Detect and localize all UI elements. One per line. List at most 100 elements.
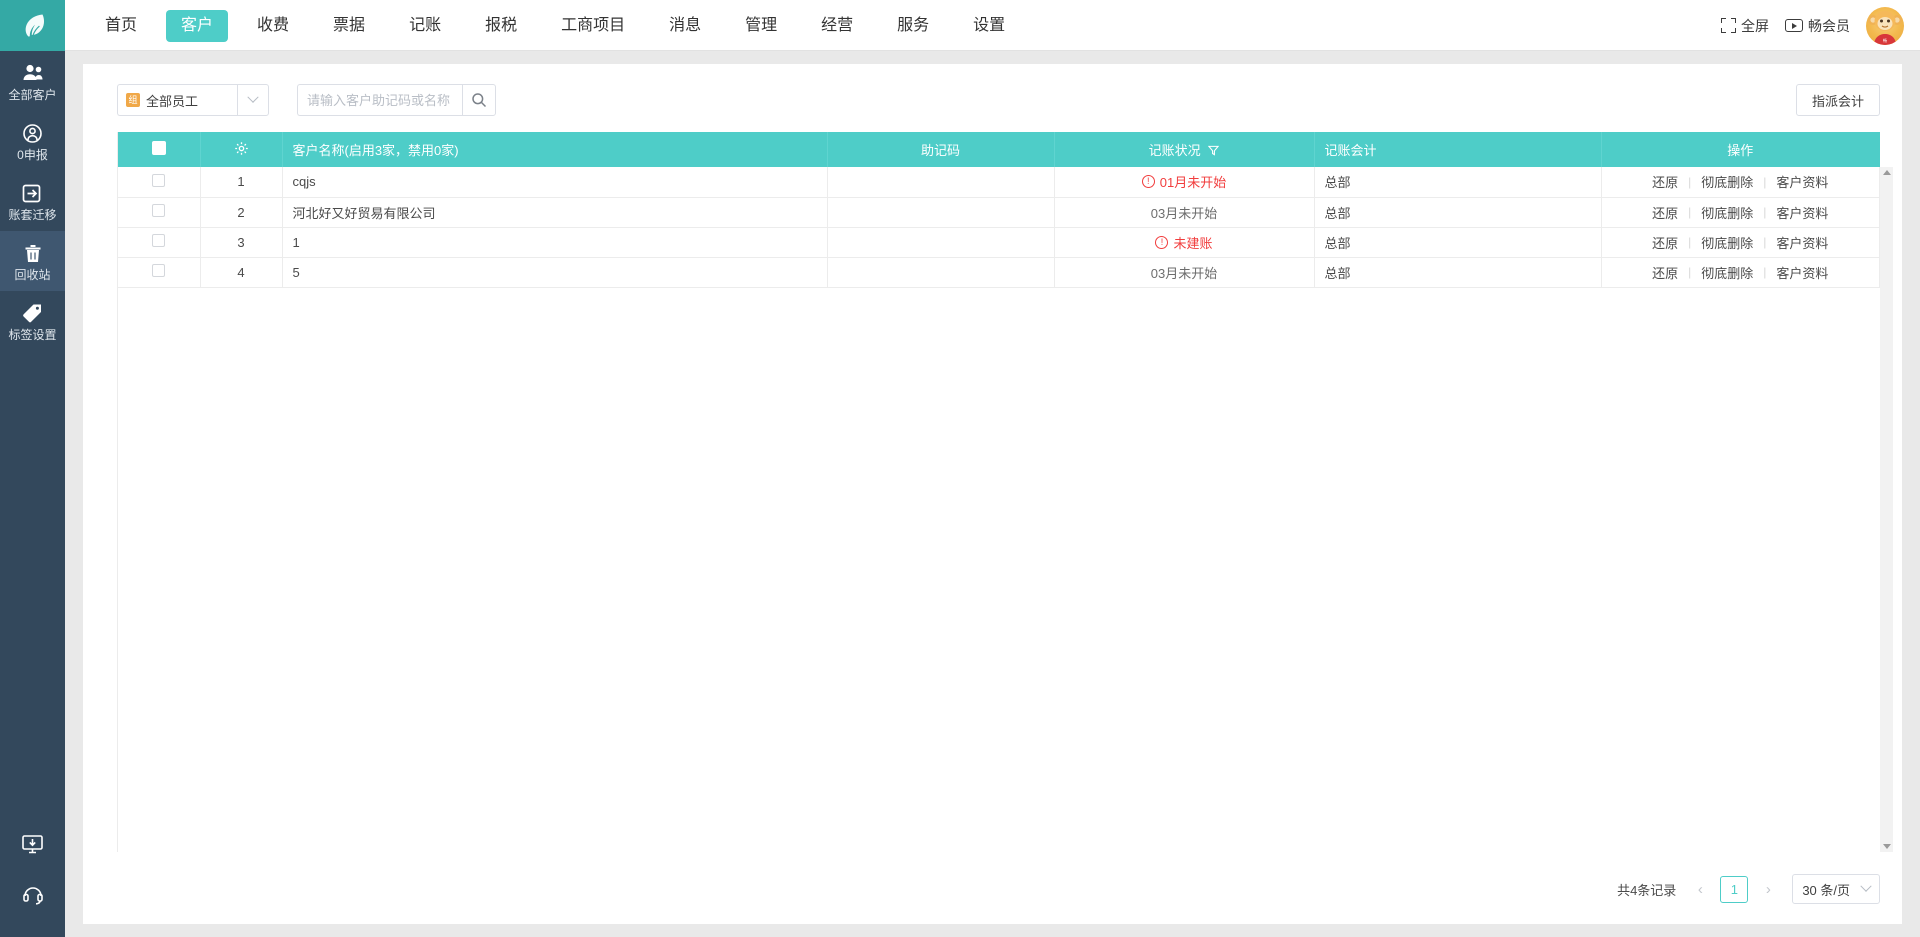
table-row[interactable]: 4 5 03月未开始 总部 还原 | 彻底删除: [118, 257, 1880, 288]
sidebar-item-declaration[interactable]: 0申报: [0, 111, 65, 171]
scroll-down-arrow-icon[interactable]: [1882, 844, 1891, 849]
cell-accountant: 总部: [1314, 257, 1602, 288]
cell-index: 1: [200, 167, 283, 198]
prev-page-button[interactable]: ‹: [1697, 880, 1703, 898]
cell-customer-name: 1: [282, 227, 828, 258]
action-separator: |: [1763, 205, 1767, 219]
cell-checkbox[interactable]: [118, 227, 201, 258]
assign-accountant-button[interactable]: 指派会计: [1795, 84, 1880, 116]
th-mnemonic: 助记码: [827, 132, 1055, 167]
sidebar-item-all-customers[interactable]: 全部客户: [0, 51, 65, 111]
nav-item-services[interactable]: 服务: [897, 16, 930, 34]
nav-item-home[interactable]: 首页: [105, 16, 138, 34]
sidebar-item-download[interactable]: [0, 819, 65, 869]
filter-toolbar: 组 全部员工 指派会计: [117, 84, 1880, 116]
profile-link[interactable]: 客户资料: [1776, 235, 1829, 251]
restore-link[interactable]: 还原: [1652, 235, 1679, 251]
nav-item-operations[interactable]: 经营: [821, 16, 854, 34]
select-all-checkbox[interactable]: [151, 141, 166, 155]
cell-checkbox[interactable]: [118, 257, 201, 288]
customer-table: 客户名称(启用3家，禁用0家) 助记码 记账状况 记账会计 操作: [118, 132, 1880, 288]
profile-link[interactable]: 客户资料: [1776, 205, 1829, 221]
pagination: 共4条记录 ‹ 1 › 30 条/页: [1617, 874, 1880, 904]
row-checkbox[interactable]: [152, 234, 166, 247]
th-status[interactable]: 记账状况: [1054, 132, 1315, 167]
action-separator: |: [1688, 235, 1692, 249]
sidebar-item-support[interactable]: [0, 869, 65, 919]
fullscreen-icon: [1721, 18, 1736, 33]
row-checkbox[interactable]: [152, 264, 166, 277]
svg-text:畅: 畅: [1883, 37, 1887, 43]
restore-link[interactable]: 还原: [1652, 175, 1679, 191]
filter-funnel-icon[interactable]: [1208, 145, 1220, 156]
customer-table-wrapper: 客户名称(启用3家，禁用0家) 助记码 记账状况 记账会计 操作: [117, 132, 1893, 852]
fullscreen-button[interactable]: 全屏: [1721, 16, 1769, 36]
tag-icon: [0, 302, 65, 324]
monkey-avatar-icon: 畅: [1868, 10, 1902, 45]
row-checkbox[interactable]: [152, 173, 166, 187]
employee-select-value: 全部员工: [146, 93, 199, 109]
nav-item-management[interactable]: 管理: [745, 16, 778, 34]
table-row[interactable]: 3 1 ! 未建账 总部: [118, 227, 1880, 258]
action-separator: |: [1688, 174, 1692, 189]
cell-checkbox[interactable]: [118, 197, 201, 228]
nav-item-messages[interactable]: 消息: [669, 16, 702, 34]
nav-item-fees[interactable]: 收费: [257, 16, 290, 34]
content-area: 组 全部员工 指派会计: [65, 51, 1920, 937]
table-head: 客户名称(启用3家，禁用0家) 助记码 记账状况 记账会计 操作: [118, 132, 1880, 167]
top-navigation-bar: 首页 客户 收费 票据 记账 报税 工商项目 消息 管理 经营 服务 设置 全屏…: [0, 0, 1920, 51]
nav-item-customer[interactable]: 客户: [166, 9, 229, 42]
nav-item-settings[interactable]: 设置: [973, 16, 1006, 34]
delete-link[interactable]: 彻底删除: [1701, 265, 1754, 281]
sidebar-item-tag-settings[interactable]: 标签设置: [0, 291, 65, 351]
page-number-1[interactable]: 1: [1720, 875, 1749, 903]
delete-link[interactable]: 彻底删除: [1701, 205, 1754, 221]
employee-select-caret[interactable]: [237, 84, 269, 116]
app-logo[interactable]: [0, 0, 65, 51]
nav-item-business-projects[interactable]: 工商项目: [561, 16, 626, 34]
search-button[interactable]: [462, 84, 496, 116]
member-button[interactable]: 畅会员: [1785, 16, 1850, 36]
page-size-select[interactable]: 30 条/页: [1792, 874, 1880, 904]
avatar[interactable]: 畅: [1866, 6, 1904, 45]
search-input[interactable]: [307, 92, 453, 108]
next-page-button[interactable]: ›: [1765, 880, 1771, 898]
restore-link[interactable]: 还原: [1652, 265, 1679, 281]
cell-customer-name: 5: [282, 257, 828, 288]
sidebar-label-all-customers: 全部客户: [8, 88, 57, 102]
cell-accountant: 总部: [1314, 227, 1602, 258]
sidebar-item-recycle-bin[interactable]: 回收站: [0, 231, 65, 291]
scroll-up-arrow-icon[interactable]: [1882, 170, 1891, 175]
delete-link[interactable]: 彻底删除: [1701, 175, 1754, 191]
cell-checkbox[interactable]: [118, 167, 201, 198]
group-icon: 组: [126, 93, 140, 107]
th-accountant: 记账会计: [1314, 132, 1602, 167]
employee-select[interactable]: 组 全部员工: [117, 84, 237, 116]
table-row[interactable]: 1 cqjs ! 01月未开始 总部: [118, 167, 1880, 198]
status-text: 01月未开始: [1159, 175, 1227, 191]
status-badge: ! 01月未开始: [1141, 172, 1227, 191]
table-vertical-scrollbar[interactable]: [1880, 167, 1893, 852]
nav-item-tax[interactable]: 报税: [485, 16, 518, 34]
table-row[interactable]: 2 河北好又好贸易有限公司 03月未开始 总部 还原 |: [118, 197, 1880, 228]
cell-mnemonic: [827, 257, 1055, 288]
sidebar-item-account-migration[interactable]: 账套迁移: [0, 171, 65, 231]
users-icon: [0, 62, 65, 84]
warning-icon: !: [1155, 235, 1169, 249]
nav-item-bookkeeping[interactable]: 记账: [409, 16, 442, 34]
restore-link[interactable]: 还原: [1652, 205, 1679, 221]
profile-link[interactable]: 客户资料: [1776, 265, 1829, 281]
delete-link[interactable]: 彻底删除: [1701, 235, 1754, 251]
th-column-settings[interactable]: [200, 132, 283, 167]
nav-item-invoices[interactable]: 票据: [333, 16, 366, 34]
th-status-label: 记账状况: [1148, 143, 1201, 158]
row-checkbox[interactable]: [152, 204, 166, 217]
th-select-all[interactable]: [118, 132, 201, 167]
table-header-row: 客户名称(启用3家，禁用0家) 助记码 记账状况 记账会计 操作: [118, 132, 1880, 167]
cell-index: 4: [200, 257, 283, 288]
total-records-label: 共4条记录: [1617, 882, 1677, 898]
profile-link[interactable]: 客户资料: [1776, 175, 1829, 191]
sidebar-label-declaration: 0申报: [17, 148, 48, 162]
status-badge: 03月未开始: [1150, 205, 1218, 221]
